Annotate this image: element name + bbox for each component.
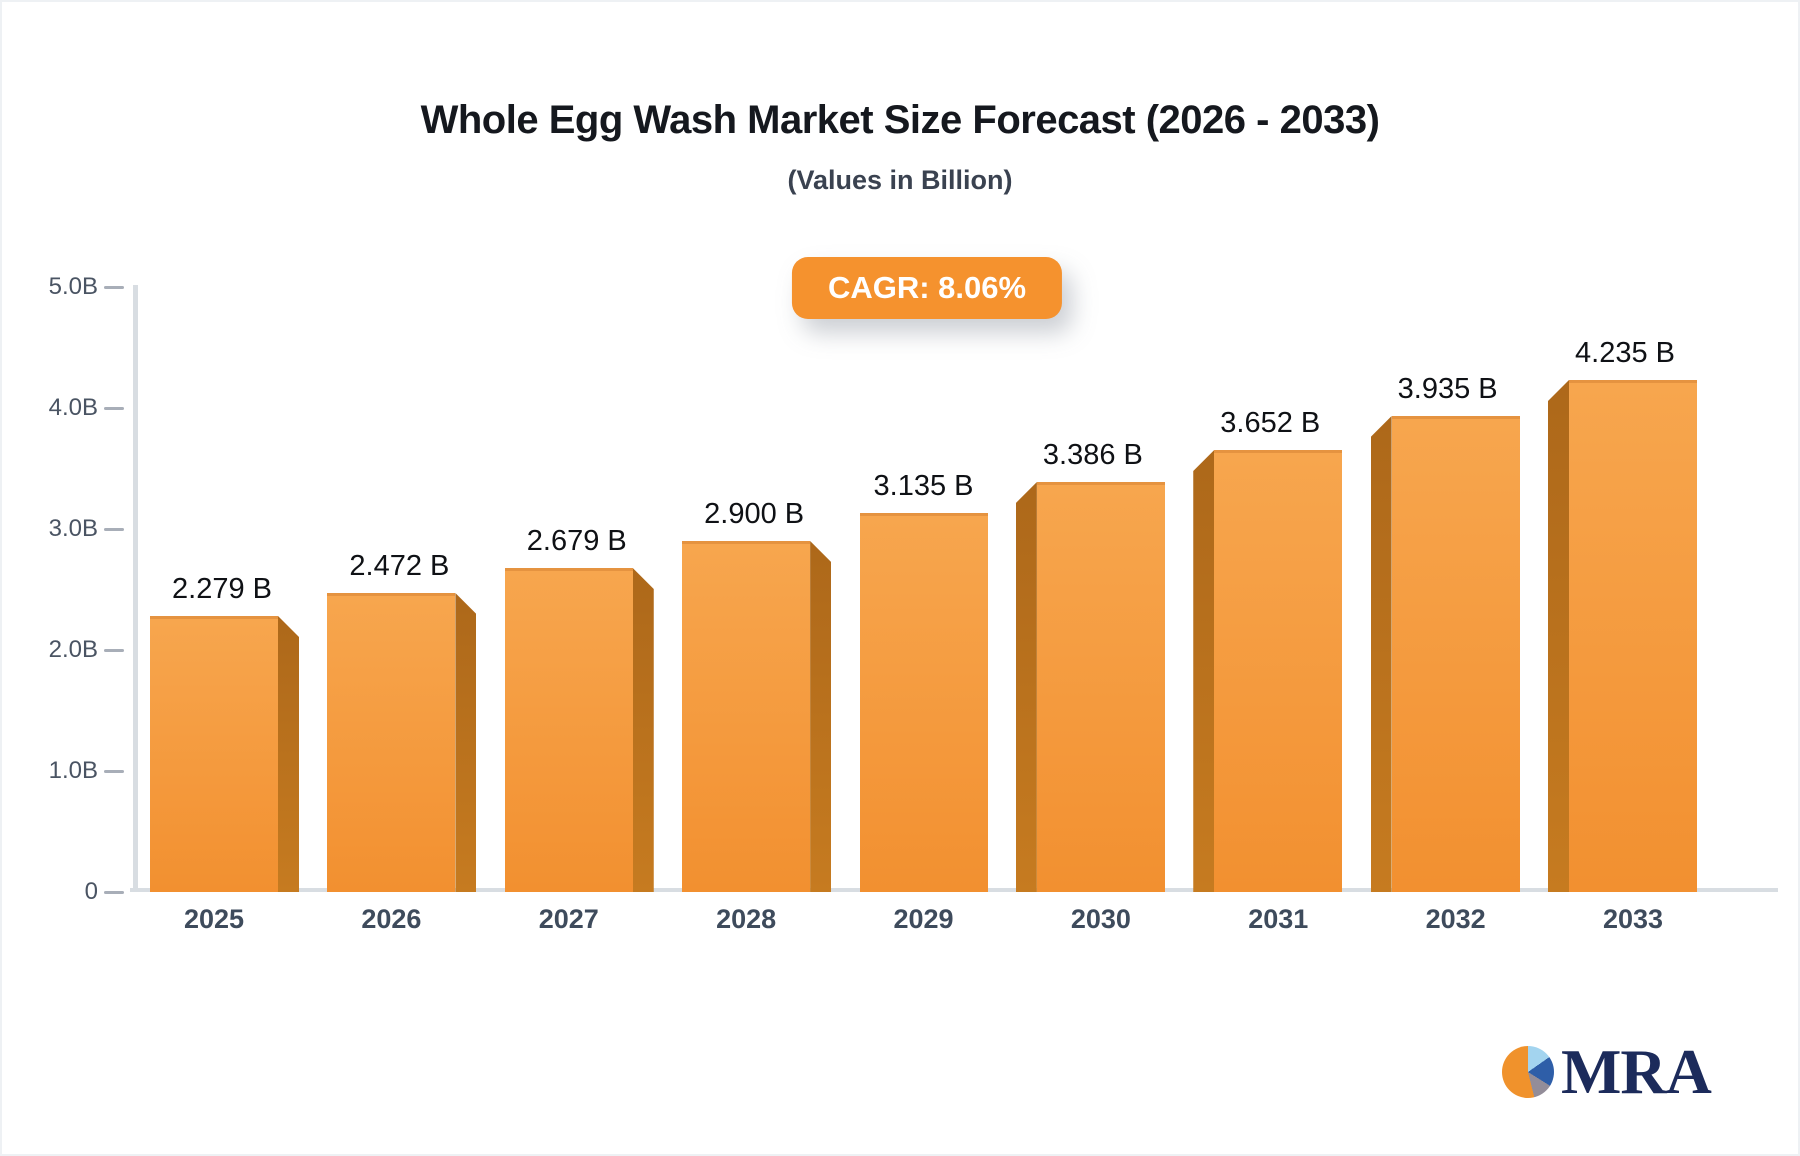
bar [150,616,278,892]
bar-value-label: 3.935 B [1397,373,1498,405]
y-tick-dash [104,407,124,410]
x-tick-label: 2028 [716,904,777,934]
y-tick-dash [104,770,124,773]
chart-title: Whole Egg Wash Market Size Forecast (202… [420,98,1380,142]
bar [1391,416,1520,892]
x-tick-label: 2025 [183,904,245,934]
bar-value-label: 2.679 B [526,525,627,557]
bar-value-label: 3.135 B [873,470,974,502]
bar [682,541,811,892]
y-tick-label: 5.0B [48,273,98,300]
y-tick-label: 2.0B [48,636,98,663]
bar-value-label: 3.386 B [1042,439,1143,471]
x-tick-label: 2026 [361,904,422,934]
bar-side-face [1015,482,1037,892]
brand-logo: MRA [1502,1036,1712,1107]
bar-side-face [632,568,654,892]
x-tick-label: 2032 [1425,904,1486,934]
bar-value-label: 4.235 B [1575,337,1675,369]
bar [1569,380,1697,892]
y-tick-label: 3.0B [48,515,98,542]
bar-value-label: 2.279 B [172,573,272,605]
y-tick-dash [104,649,124,652]
bar-side-face [278,616,299,892]
x-tick-label: 2033 [1602,904,1664,934]
x-tick-label: 2029 [893,904,954,934]
y-tick-label: 4.0B [48,394,98,421]
bar-side-face [810,541,832,892]
bar [859,513,988,892]
chart-subtitle: (Values in Billion) [787,165,1013,195]
cagr-badge: CAGR: 8.06% [791,257,1063,319]
bar-side-face [1193,450,1215,892]
y-tick-dash [104,891,124,894]
bar-value-label: 2.900 B [704,498,805,530]
bar [1036,482,1165,892]
y-axis-line [133,285,138,892]
y-tick-label: 0 [84,878,98,905]
bar-side-face [1370,416,1392,892]
bar [504,568,633,892]
bar-side-face [1548,380,1569,892]
y-tick-dash [104,528,124,531]
bar-value-label: 3.652 B [1220,407,1321,439]
pie-chart-icon [1502,1046,1554,1098]
x-tick-label: 2030 [1070,904,1131,934]
logo-text: MRA [1561,1036,1712,1107]
y-tick-label: 1.0B [48,757,98,784]
bar-side-face [455,593,477,892]
x-tick-label: 2031 [1248,904,1309,934]
x-tick-label: 2027 [538,904,599,934]
bar-value-label: 2.472 B [349,550,450,582]
y-tick-dash [104,286,124,289]
bar [1214,450,1343,892]
bar [327,593,456,892]
